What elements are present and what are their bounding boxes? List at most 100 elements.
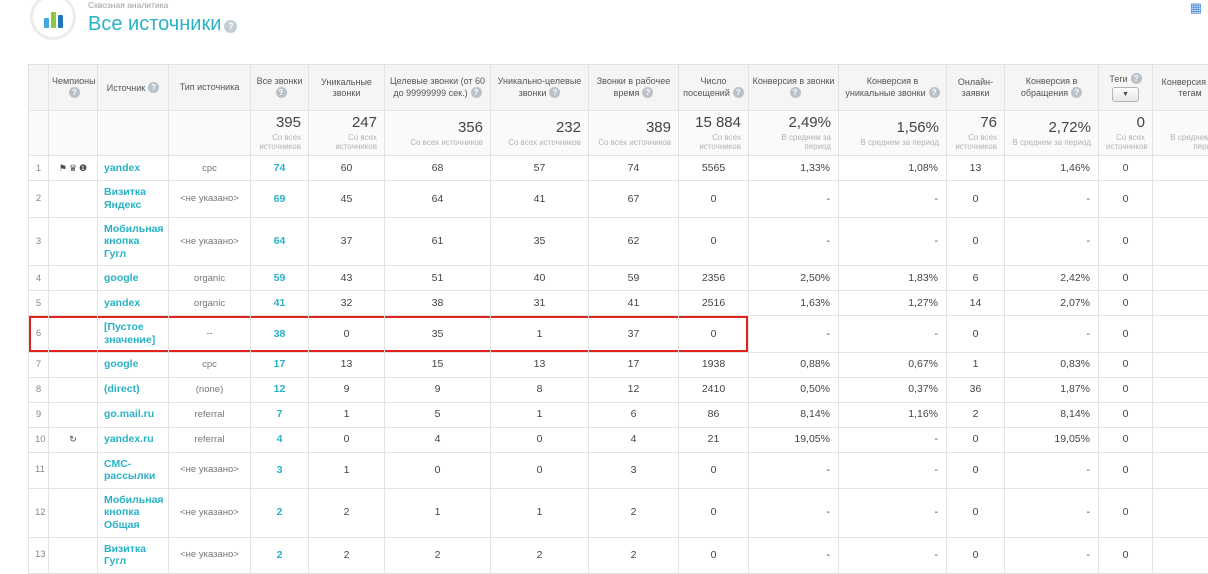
summary-value: 232	[498, 120, 581, 136]
summary-value: 15 884	[686, 115, 741, 131]
conv-leads-cell: 2,42%	[1005, 266, 1099, 291]
tags-cell: 0	[1099, 316, 1153, 352]
conv-leads-cell: -	[1005, 316, 1099, 352]
all-calls-link[interactable]: 7	[277, 408, 283, 420]
all-calls-link[interactable]: 3	[277, 464, 283, 476]
column-header-work-hours-calls[interactable]: Звонки в рабочее время?	[589, 65, 679, 111]
summary-caption: В среднем за период	[1160, 133, 1208, 151]
help-icon[interactable]: ?	[642, 87, 653, 98]
all-calls-link[interactable]: 2	[277, 506, 283, 518]
conv-unique-calls-cell: -	[839, 488, 947, 537]
all-calls-cell: 74	[251, 156, 309, 181]
column-header-conv-tags[interactable]: Конверсия по тегам	[1153, 65, 1208, 111]
all-calls-link[interactable]: 17	[274, 358, 286, 370]
all-calls-link[interactable]: 64	[274, 235, 286, 247]
source-type: referral	[169, 402, 251, 427]
help-icon[interactable]: ?	[1131, 73, 1142, 84]
column-header-source[interactable]: Источник?	[98, 65, 169, 111]
unique-calls-cell: 1	[309, 402, 385, 427]
all-calls-link[interactable]: 74	[274, 162, 286, 174]
tags-filter-button[interactable]: ▼	[1112, 87, 1139, 102]
all-calls-link[interactable]: 69	[274, 193, 286, 205]
help-icon[interactable]: ?	[69, 87, 80, 98]
all-calls-link[interactable]: 12	[274, 383, 286, 395]
source-link[interactable]: Мобильная кнопка Общая	[104, 494, 164, 531]
source-link[interactable]: google	[104, 358, 138, 370]
source-type: <не указано>	[169, 488, 251, 537]
column-header-online-leads[interactable]: Онлайн-заявки	[947, 65, 1005, 111]
all-calls-link[interactable]: 59	[274, 272, 286, 284]
logo-bar	[44, 18, 49, 28]
source-link[interactable]: СМС-рассылки	[104, 458, 155, 483]
settings-grid-icon[interactable]: ▦	[1190, 1, 1202, 14]
unique-calls-cell: 0	[309, 427, 385, 452]
column-header-unique-calls[interactable]: Уникальные звонки	[309, 65, 385, 111]
all-calls-link[interactable]: 2	[277, 549, 283, 561]
target-calls-cell: 0	[385, 452, 491, 488]
help-icon[interactable]: ?	[549, 87, 560, 98]
column-header-conv-calls[interactable]: Конверсия в звонки?	[749, 65, 839, 111]
summary-caption: Со всех источников	[954, 133, 997, 151]
column-header-type[interactable]: Тип источника	[169, 65, 251, 111]
source-link[interactable]: yandex.ru	[104, 433, 154, 445]
source-type: cpc	[169, 156, 251, 181]
champion-flag-badge-icon: ⚑	[59, 163, 67, 173]
page-header: Сквозная аналитика Все источники? ▦	[0, 0, 1208, 56]
row-number: 2	[29, 181, 49, 217]
source-link[interactable]: yandex	[104, 162, 140, 174]
source-type: --	[169, 316, 251, 352]
column-header-target-calls[interactable]: Целевые звонки (от 60 до 99999999 сек.)?	[385, 65, 491, 111]
help-icon[interactable]: ?	[733, 87, 744, 98]
work-hours-calls-cell: 17	[589, 352, 679, 377]
column-header-all-calls[interactable]: Все звонки?	[251, 65, 309, 111]
sync-icon[interactable]: ↻	[69, 434, 77, 444]
help-icon[interactable]: ?	[790, 87, 801, 98]
help-icon[interactable]: ?	[1071, 87, 1082, 98]
column-header-conv-leads[interactable]: Конверсия в обращения?	[1005, 65, 1099, 111]
source-link[interactable]: Визитка Яндекс	[104, 186, 146, 211]
online-leads-cell: 13	[947, 156, 1005, 181]
all-calls-link[interactable]: 4	[277, 433, 283, 445]
all-calls-link[interactable]: 41	[274, 297, 286, 309]
tags-cell: 0	[1099, 488, 1153, 537]
conv-leads-cell: -	[1005, 488, 1099, 537]
conv-unique-calls-cell: 1,27%	[839, 291, 947, 316]
conv-leads-cell: -	[1005, 217, 1099, 266]
help-icon[interactable]: ?	[148, 82, 159, 93]
target-calls-cell: 15	[385, 352, 491, 377]
conv-calls-cell: 0,88%	[749, 352, 839, 377]
column-header-tags[interactable]: Теги? ▼	[1099, 65, 1153, 111]
help-icon[interactable]: ?	[471, 87, 482, 98]
summary-cell	[169, 111, 251, 156]
conv-unique-calls-cell: -	[839, 427, 947, 452]
column-header-unique-target-calls[interactable]: Уникально-целевые звонки?	[491, 65, 589, 111]
source-link[interactable]: Мобильная кнопка Гугл	[104, 223, 164, 260]
target-calls-cell: 68	[385, 156, 491, 181]
source-cell: СМС-рассылки	[98, 452, 169, 488]
column-header-visits[interactable]: Число посещений?	[679, 65, 749, 111]
source-link[interactable]: google	[104, 272, 138, 284]
champions-cell: ↻	[49, 427, 98, 452]
source-link[interactable]: Визитка Гугл	[104, 543, 146, 568]
source-link[interactable]: go.mail.ru	[104, 408, 154, 420]
source-link[interactable]: (direct)	[104, 383, 140, 395]
source-link[interactable]: yandex	[104, 297, 140, 309]
row-number: 3	[29, 217, 49, 266]
all-calls-cell: 69	[251, 181, 309, 217]
row-number: 7	[29, 352, 49, 377]
title-help-icon[interactable]: ?	[224, 20, 237, 33]
source-link[interactable]: [Пустое значение]	[104, 321, 155, 346]
conv-leads-cell: 1,46%	[1005, 156, 1099, 181]
column-label: Теги	[1109, 74, 1127, 84]
column-header-conv-unique-calls[interactable]: Конверсия в уникальные звонки?	[839, 65, 947, 111]
help-icon[interactable]: ?	[276, 87, 287, 98]
column-header-champions[interactable]: Чемпионы?	[49, 65, 98, 111]
breadcrumb: Сквозная аналитика	[88, 0, 237, 10]
help-icon[interactable]: ?	[929, 87, 940, 98]
all-calls-link[interactable]: 38	[274, 328, 286, 340]
unique-calls-cell: 60	[309, 156, 385, 181]
